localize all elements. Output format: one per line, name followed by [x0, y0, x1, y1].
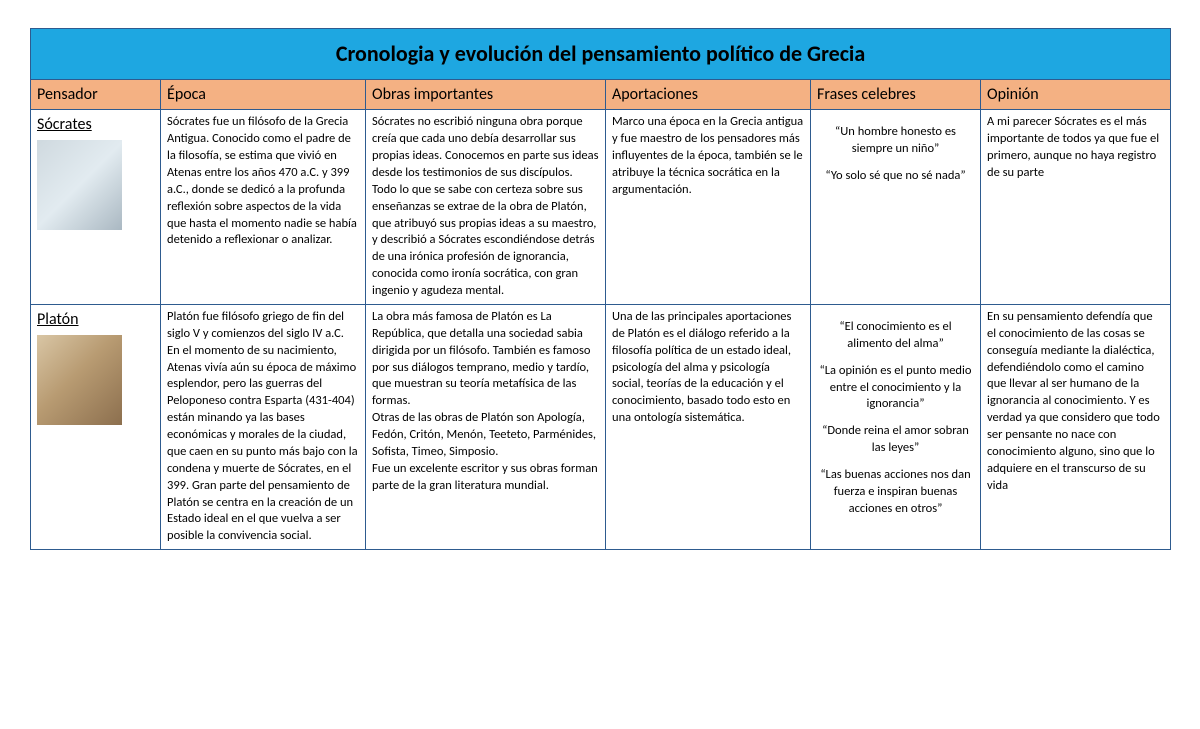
header-frases: Frases celebres [811, 79, 981, 110]
thinker-name: Platón [37, 309, 154, 331]
opinion-cell: En su pensamiento defendía que el conoci… [981, 304, 1171, 549]
quote: “Yo solo sé que no sé nada” [817, 168, 974, 185]
quote: “Las buenas acciones nos dan fuerza e in… [817, 467, 974, 518]
thinker-cell: Platón [31, 304, 161, 549]
header-row: Pensador Época Obras importantes Aportac… [31, 79, 1171, 110]
thinker-image [37, 140, 122, 230]
header-obras: Obras importantes [366, 79, 606, 110]
frases-cell: “Un hombre honesto es siempre un niño” “Y… [811, 110, 981, 305]
thinker-name: Sócrates [37, 114, 154, 136]
aportaciones-cell: Marco una época en la Grecia antigua y f… [606, 110, 811, 305]
epoca-cell: Sócrates fue un filósofo de la Grecia An… [161, 110, 366, 305]
frases-cell: “El conocimiento es el alimento del alma… [811, 304, 981, 549]
header-epoca: Época [161, 79, 366, 110]
obras-cell: Sócrates no escribió ninguna obra porque… [366, 110, 606, 305]
table-row: Platón Platón fue filósofo griego de fin … [31, 304, 1171, 549]
header-pensador: Pensador [31, 79, 161, 110]
quote: “El conocimiento es el alimento del alma… [817, 319, 974, 353]
header-aportaciones: Aportaciones [606, 79, 811, 110]
thinker-image [37, 335, 122, 425]
thinker-cell: Sócrates [31, 110, 161, 305]
quote: “Donde reina el amor sobran las leyes” [817, 423, 974, 457]
quote: “Un hombre honesto es siempre un niño” [817, 124, 974, 158]
obras-cell: La obra más famosa de Platón es La Repúb… [366, 304, 606, 549]
epoca-cell: Platón fue filósofo griego de fin del si… [161, 304, 366, 549]
table-row: Sócrates Sócrates fue un filósofo de la G… [31, 110, 1171, 305]
header-opinion: Opinión [981, 79, 1171, 110]
title-row: Cronologia y evolución del pensamiento p… [31, 29, 1171, 80]
philosophy-table: Cronologia y evolución del pensamiento p… [30, 28, 1171, 550]
table-title: Cronologia y evolución del pensamiento p… [31, 29, 1171, 80]
opinion-cell: A mi parecer Sócrates es el más importan… [981, 110, 1171, 305]
aportaciones-cell: Una de las principales aportaciones de P… [606, 304, 811, 549]
quote: “La opinión es el punto medio entre el c… [817, 363, 974, 414]
